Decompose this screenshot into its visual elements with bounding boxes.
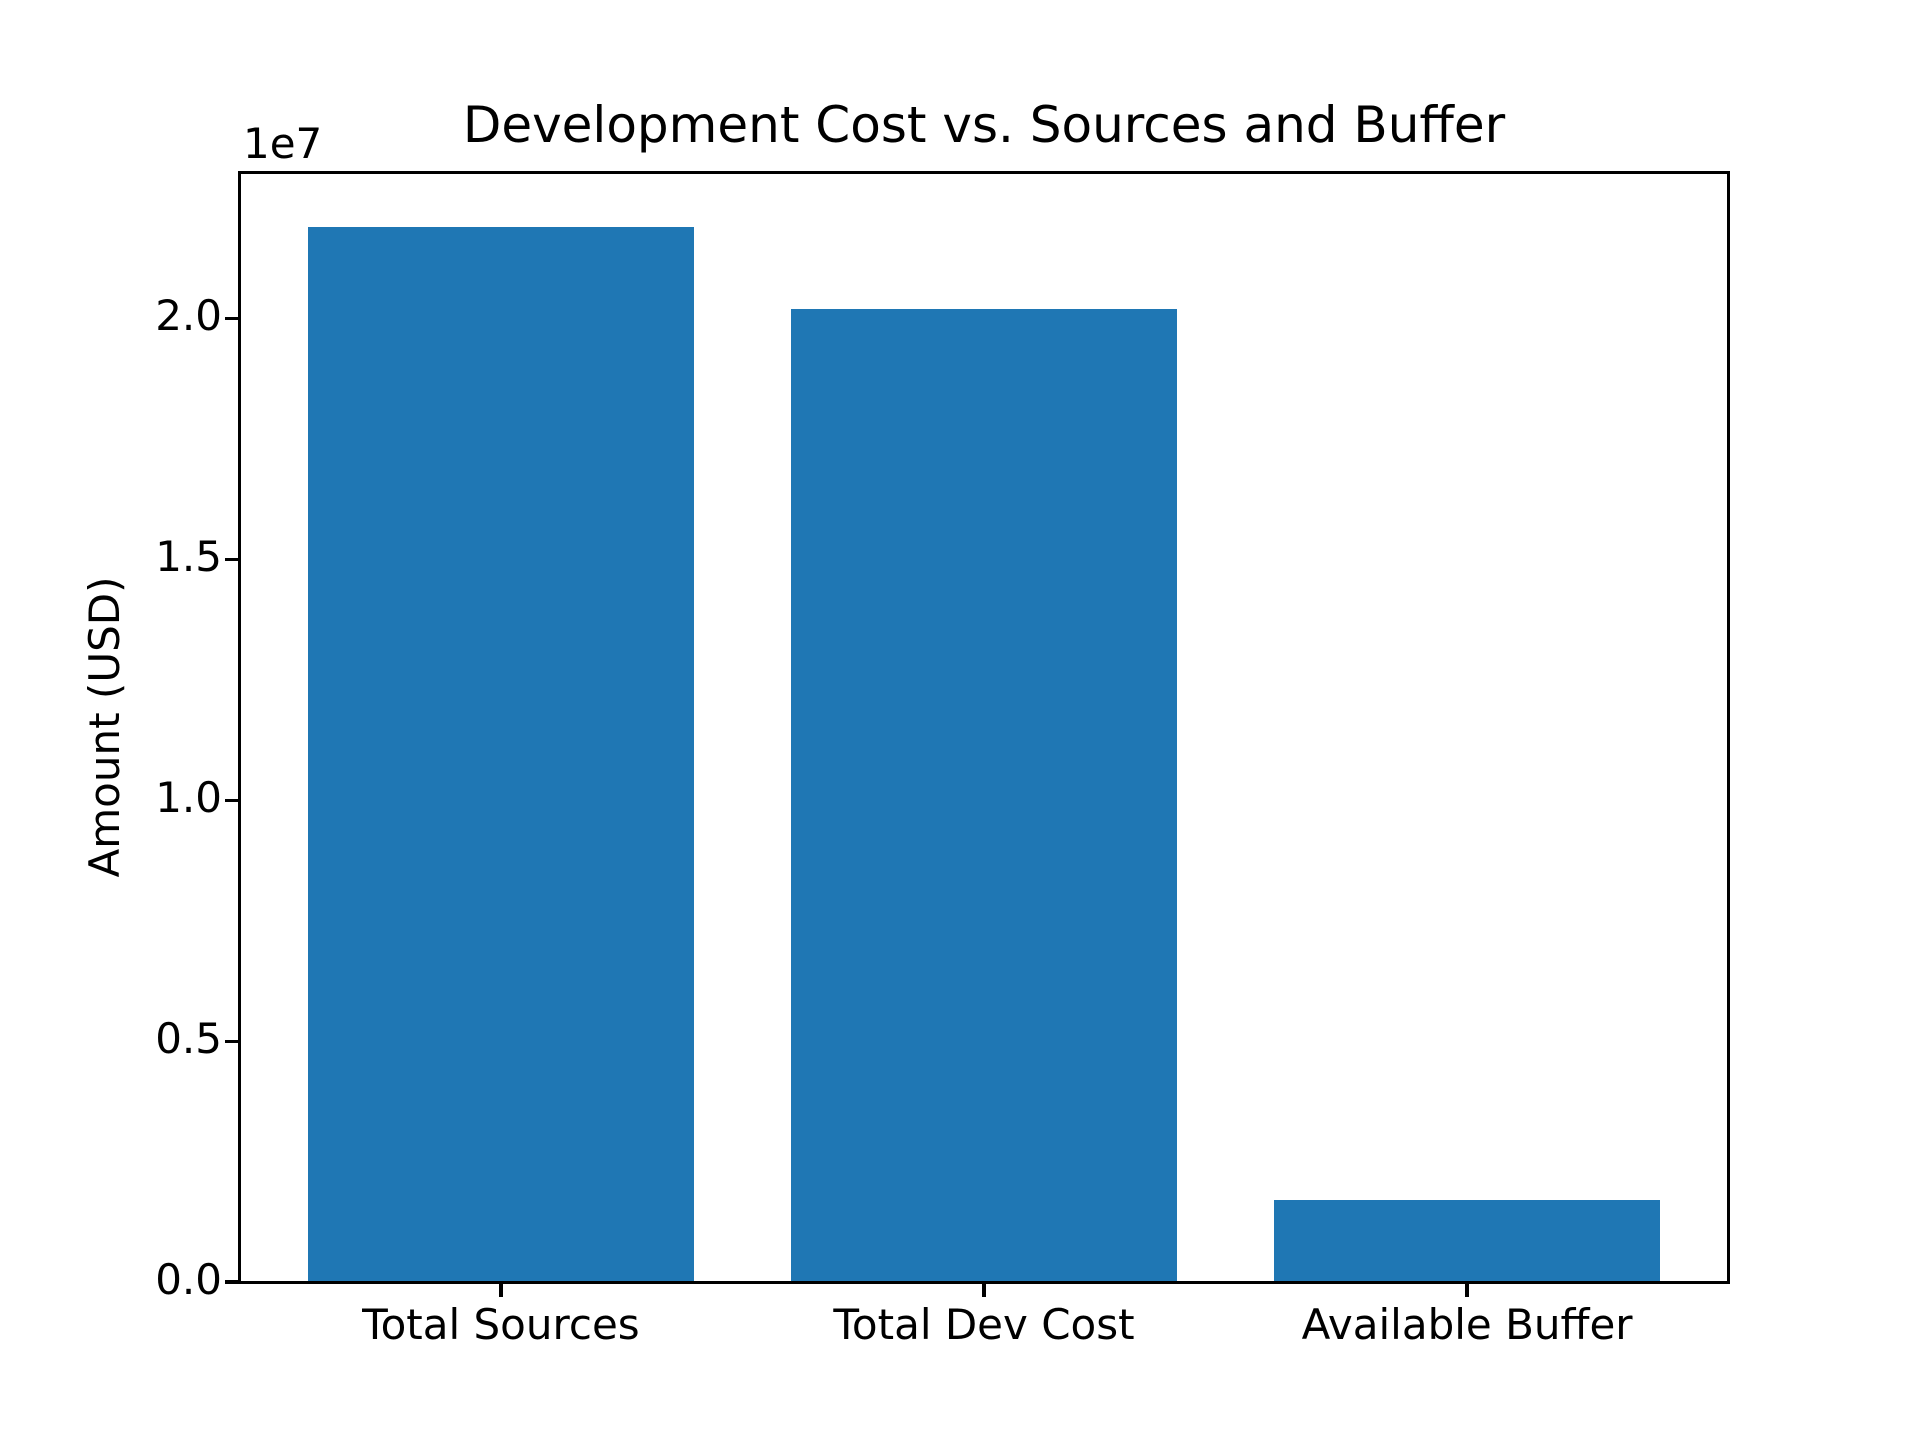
x-tick-mark <box>982 1282 986 1297</box>
y-tick-label: 2.0 <box>155 291 222 341</box>
y-axis-label: Amount (USD) <box>80 576 129 878</box>
x-tick-label-available-buffer: Available Buffer <box>1301 1300 1633 1349</box>
bar-available-buffer <box>1273 1200 1661 1282</box>
y-tick-mark <box>225 1280 240 1284</box>
y-tick-label: 1.5 <box>155 532 222 582</box>
y-tick-label: 1.0 <box>155 772 222 822</box>
chart-title: Development Cost vs. Sources and Buffer <box>462 96 1506 154</box>
bar-total-sources <box>307 227 695 1282</box>
y-tick-mark <box>225 317 240 321</box>
y-tick-label: 0.5 <box>155 1013 222 1063</box>
y-tick-mark <box>225 557 240 562</box>
x-tick-label-total-dev-cost: Total Dev Cost <box>833 1300 1135 1349</box>
y-tick-mark <box>225 1039 240 1043</box>
bar-total-dev-cost <box>790 309 1178 1282</box>
y-axis-offset-label: 1e7 <box>243 119 323 168</box>
y-tick-label: 0.0 <box>155 1254 222 1304</box>
y-tick-mark <box>225 798 240 802</box>
x-tick-label-total-sources: Total Sources <box>362 1300 640 1349</box>
x-tick-mark <box>1465 1282 1469 1297</box>
plot-area: 0.0 0.5 1.0 1.5 2.0 Total Sources Total Dev Co… <box>155 173 1728 1346</box>
x-tick-mark <box>499 1282 503 1297</box>
